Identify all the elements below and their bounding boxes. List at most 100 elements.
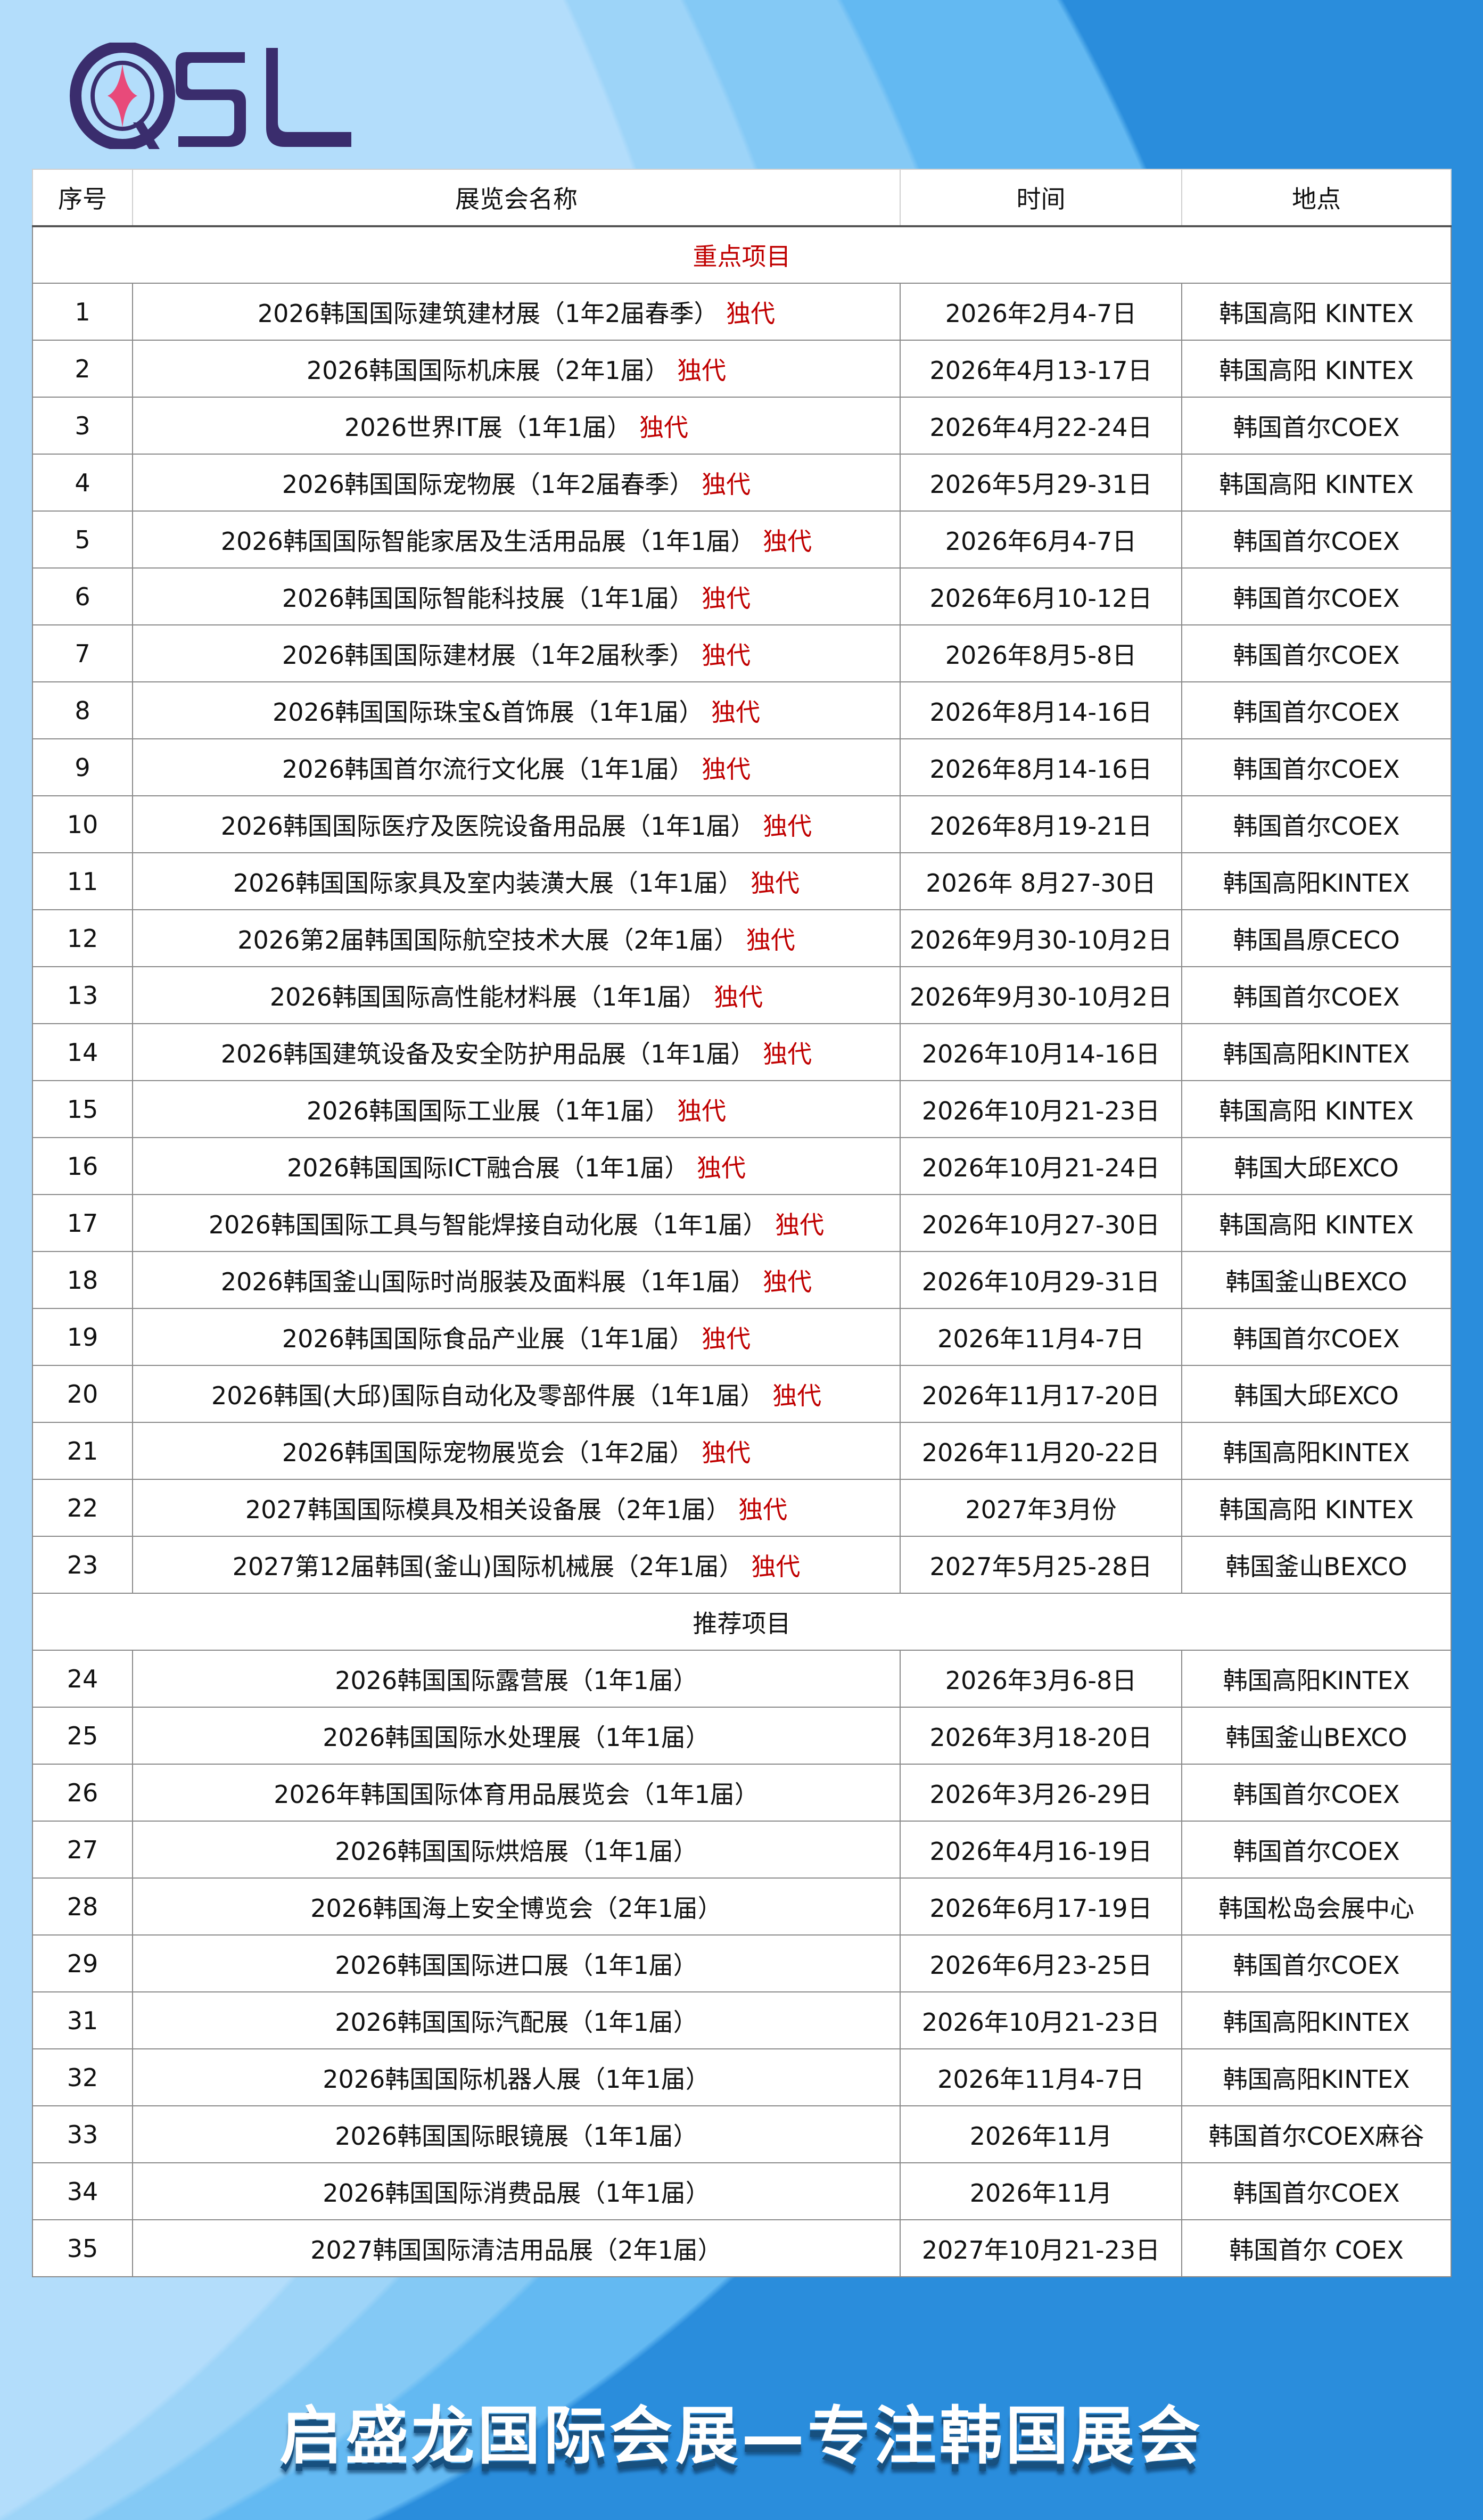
cell-name: 2026韩国国际建筑建材展（1年2届春季） 独代 xyxy=(132,283,901,341)
cell-name: 2026韩国国际消费品展（1年1届） xyxy=(132,2162,901,2220)
cell-time: 2026年3月18-20日 xyxy=(900,1707,1182,1765)
cell-time: 2026年8月14-16日 xyxy=(900,681,1182,739)
exhibition-name: 2026韩国国际消费品展（1年1届） xyxy=(323,2178,710,2208)
exclusive-agent-tag: 独代 xyxy=(702,754,751,784)
cell-time: 2026年11月 xyxy=(900,2162,1182,2220)
cell-name: 2026韩国海上安全博览会（2年1届） xyxy=(132,1877,901,1936)
cell-place: 韩国大邱EXCO xyxy=(1181,1365,1452,1423)
table-row: 16 2026韩国国际ICT融合展（1年1届） 独代 2026年10月21-24日韩… xyxy=(32,1137,1452,1195)
cell-no: 4 xyxy=(32,454,133,512)
table-row: 2 2026韩国国际机床展（2年1届） 独代 2026年4月13-17日 韩国高阳 K… xyxy=(32,340,1452,398)
exclusive-agent-tag: 独代 xyxy=(639,413,688,442)
exhibition-name: 2026韩国国际ICT融合展（1年1届） xyxy=(286,1153,689,1182)
cell-no: 17 xyxy=(32,1194,133,1252)
table-row: 13 2026韩国国际高性能材料展（1年1届） 独代 2026年9月30-10月2日… xyxy=(32,966,1452,1024)
cell-place: 韩国高阳 KINTEX xyxy=(1181,1080,1452,1138)
cell-no: 31 xyxy=(32,1991,133,2049)
table-row: 1 2026韩国国际建筑建材展（1年2届春季） 独代 2026年2月4-7日 韩国高阳… xyxy=(32,283,1452,341)
cell-name: 2027第12届韩国(釜山)国际机械展（2年1届） 独代 xyxy=(132,1536,901,1594)
cell-name: 2026韩国国际智能科技展（1年1届） 独代 xyxy=(132,567,901,625)
exhibition-name: 2026韩国国际家具及室内装潢大展（1年1届） xyxy=(233,868,743,897)
exclusive-agent-tag: 独代 xyxy=(702,470,751,499)
table-row: 17 2026韩国国际工具与智能焊接自动化展（1年1届） 独代 2026年10月27… xyxy=(32,1194,1452,1252)
cell-time: 2026年3月26-29日 xyxy=(900,1764,1182,1822)
exhibition-name: 2026韩国国际眼镜展（1年1届） xyxy=(335,2121,698,2151)
cell-name: 2026韩国国际宠物展览会（1年2届） 独代 xyxy=(132,1422,901,1480)
cell-no: 21 xyxy=(32,1422,133,1480)
cell-place: 韩国高阳KINTEX xyxy=(1181,1023,1452,1081)
cell-no: 12 xyxy=(32,909,133,967)
footer-slogan: 启盛龙国际会展—专注韩国展会 xyxy=(279,2399,1204,2473)
qsl-logo xyxy=(70,43,351,149)
exhibition-name: 2026韩国国际露营展（1年1届） xyxy=(335,1666,698,1695)
exhibition-name: 2026韩国国际食品产业展（1年1届） xyxy=(282,1324,694,1353)
cell-no: 6 xyxy=(32,567,133,625)
exclusive-agent-tag: 独代 xyxy=(772,1381,822,1410)
cell-no: 8 xyxy=(32,681,133,739)
table-row: 25 2026韩国国际水处理展（1年1届） 2026年3月18-20日 韩国釜山BEX… xyxy=(32,1707,1452,1765)
cell-time: 2026年5月29-31日 xyxy=(900,454,1182,512)
table-row: 9 2026韩国首尔流行文化展（1年1届） 独代 2026年8月14-16日 韩国首尔… xyxy=(32,738,1452,796)
cell-time: 2026年6月4-7日 xyxy=(900,510,1182,569)
cell-time: 2026年11月4-7日 xyxy=(900,2048,1182,2106)
cell-no: 26 xyxy=(32,1764,133,1822)
cell-time: 2026年10月21-23日 xyxy=(900,1991,1182,2049)
cell-no: 22 xyxy=(32,1479,133,1537)
cell-name: 2026韩国国际露营展（1年1届） xyxy=(132,1650,901,1708)
cell-time: 2026年4月16-19日 xyxy=(900,1821,1182,1879)
cell-place: 韩国首尔COEX麻谷 xyxy=(1181,2105,1452,2163)
cell-no: 3 xyxy=(32,397,133,455)
cell-time: 2026年8月5-8日 xyxy=(900,624,1182,682)
cell-place: 韩国首尔 COEX xyxy=(1181,2219,1452,2277)
cell-name: 2026韩国国际烘焙展（1年1届） xyxy=(132,1821,901,1879)
cell-name: 2026韩国釜山国际时尚服装及面料展（1年1届） 独代 xyxy=(132,1251,901,1309)
cell-name: 2027韩国国际清洁用品展（2年1届） xyxy=(132,2219,901,2277)
exhibition-name: 2026韩国国际建材展（1年2届秋季） xyxy=(282,640,694,670)
exclusive-agent-tag: 独代 xyxy=(763,1267,812,1296)
cell-name: 2026韩国国际机器人展（1年1届） xyxy=(132,2048,901,2106)
cell-no: 10 xyxy=(32,795,133,853)
cell-no: 16 xyxy=(32,1137,133,1195)
cell-time: 2026年10月27-30日 xyxy=(900,1194,1182,1252)
cell-name: 2026韩国国际眼镜展（1年1届） xyxy=(132,2105,901,2163)
table-row: 23 2027第12届韩国(釜山)国际机械展（2年1届） 独代 2027年5月25-… xyxy=(32,1536,1452,1594)
cell-place: 韩国首尔COEX xyxy=(1181,567,1452,625)
exhibition-name: 2026世界IT展（1年1届） xyxy=(344,413,632,442)
cell-no: 9 xyxy=(32,738,133,796)
cell-no: 2 xyxy=(32,340,133,398)
cell-place: 韩国松岛会展中心 xyxy=(1181,1877,1452,1936)
table-row: 33 2026韩国国际眼镜展（1年1届） 2026年11月 韩国首尔COEX麻谷 xyxy=(32,2105,1452,2163)
cell-place: 韩国首尔COEX xyxy=(1181,795,1452,853)
column-header: 展览会名称 xyxy=(132,169,901,227)
cell-time: 2026年4月13-17日 xyxy=(900,340,1182,398)
cell-place: 韩国首尔COEX xyxy=(1181,510,1452,569)
cell-no: 18 xyxy=(32,1251,133,1309)
cell-place: 韩国首尔COEX xyxy=(1181,624,1452,682)
cell-name: 2026第2届韩国国际航空技术大展（2年1届） 独代 xyxy=(132,909,901,967)
exhibition-name: 2026韩国国际水处理展（1年1届） xyxy=(323,1723,710,1752)
cell-place: 韩国首尔COEX xyxy=(1181,2162,1452,2220)
cell-no: 7 xyxy=(32,624,133,682)
cell-no: 35 xyxy=(32,2219,133,2277)
table-row: 27 2026韩国国际烘焙展（1年1届） 2026年4月16-19日 韩国首尔COEX xyxy=(32,1821,1452,1879)
cell-place: 韩国昌原CECO xyxy=(1181,909,1452,967)
cell-time: 2026年10月29-31日 xyxy=(900,1251,1182,1309)
cell-no: 23 xyxy=(32,1536,133,1594)
exhibition-name: 2026韩国(大邱)国际自动化及零部件展（1年1届） xyxy=(211,1381,765,1410)
cell-time: 2026年6月17-19日 xyxy=(900,1877,1182,1936)
cell-time: 2026年11月20-22日 xyxy=(900,1422,1182,1480)
exhibition-name: 2026韩国国际珠宝&首饰展（1年1届） xyxy=(272,697,704,727)
table-row: 26 2026年韩国国际体育用品展览会（1年1届） 2026年3月26-29日 韩国首… xyxy=(32,1764,1452,1822)
cell-no: 11 xyxy=(32,852,133,910)
exhibition-name: 2026韩国国际工具与智能焊接自动化展（1年1届） xyxy=(208,1210,768,1239)
table-row: 32 2026韩国国际机器人展（1年1届） 2026年11月4-7日 韩国高阳KINT… xyxy=(32,2048,1452,2106)
cell-place: 韩国高阳 KINTEX xyxy=(1181,1479,1452,1537)
cell-place: 韩国釜山BEXCO xyxy=(1181,1536,1452,1594)
table-row: 35 2027韩国国际清洁用品展（2年1届） 2027年10月21-23日 韩国首尔 … xyxy=(32,2219,1452,2277)
cell-time: 2026年10月21-23日 xyxy=(900,1080,1182,1138)
section-title: 推荐项目 xyxy=(32,1593,1452,1651)
cell-time: 2026年8月19-21日 xyxy=(900,795,1182,853)
exhibition-name: 2027韩国国际模具及相关设备展（2年1届） xyxy=(245,1495,731,1524)
cell-name: 2026年韩国国际体育用品展览会（1年1届） xyxy=(132,1764,901,1822)
exhibition-name: 2026韩国釜山国际时尚服装及面料展（1年1届） xyxy=(220,1267,755,1296)
